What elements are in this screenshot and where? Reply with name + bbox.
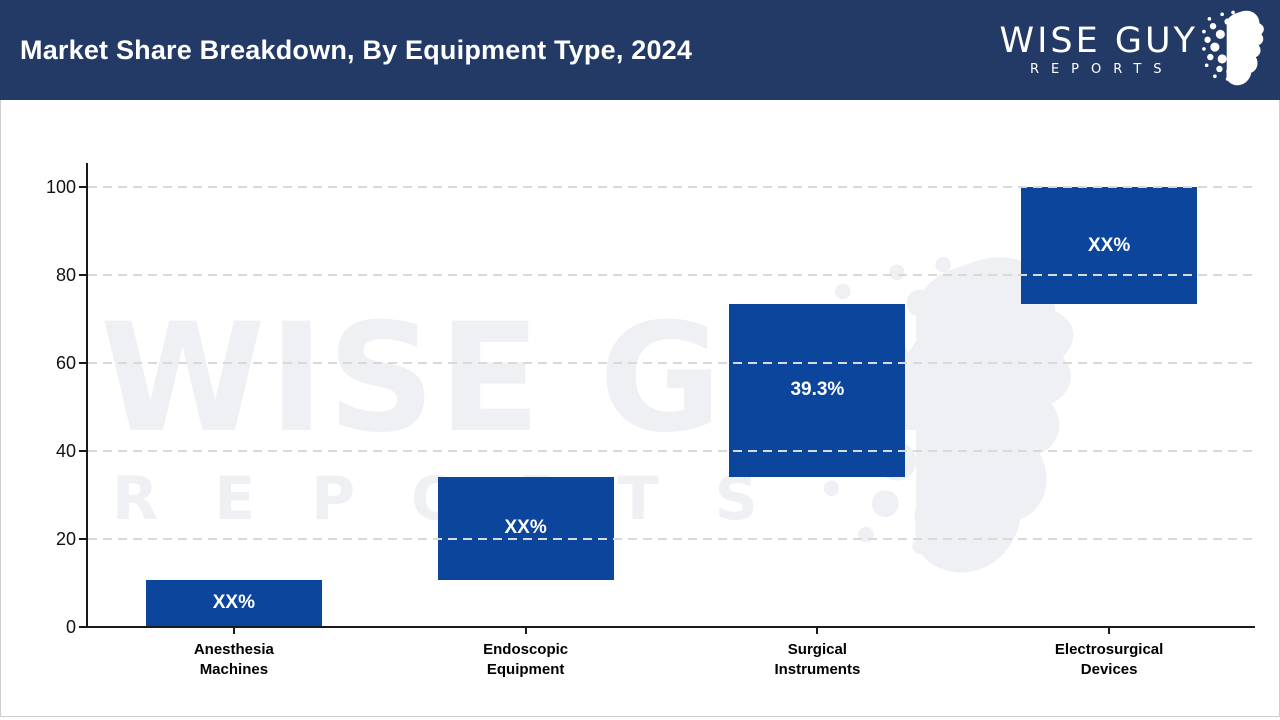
bar-value-label: XX%: [504, 517, 547, 539]
page-bottom-rule: [0, 716, 1280, 717]
x-tick-mark: [524, 627, 527, 634]
y-tick-label: 0: [65, 617, 76, 637]
gridline: [88, 450, 1255, 452]
chart-title: Market Share Breakdown, By Equipment Typ…: [20, 34, 693, 65]
x-tick-mark: [816, 627, 819, 634]
bar-value-label: 39.3%: [790, 379, 845, 401]
y-tick-mark: [79, 362, 86, 364]
bar-value-label: XX%: [212, 592, 255, 614]
gridline: [88, 186, 1255, 188]
bar-value-label: XX%: [1088, 234, 1131, 256]
x-category-label: Electrosurgical Devices: [1054, 641, 1164, 678]
bar-anesthesia-machines: XX%: [145, 579, 322, 627]
bar-endoscopic-equipment: XX%: [437, 476, 614, 580]
y-tick-mark: [79, 274, 86, 276]
x-axis-line: [86, 626, 1255, 628]
y-tick-label: 100: [45, 177, 76, 197]
x-category-label: Endoscopic Equipment: [483, 641, 569, 678]
y-tick-label: 60: [55, 353, 76, 373]
x-tick-mark: [1108, 627, 1111, 634]
x-tick-mark: [232, 627, 235, 634]
y-tick-mark: [79, 538, 86, 540]
gridline: [88, 362, 1255, 364]
y-tick-mark: [79, 626, 86, 628]
gridline: [88, 538, 1255, 540]
bar-electrosurgical-devices: XX%: [1021, 187, 1198, 305]
wise-guy-reports-logo: WISE GUY REPORTS: [999, 7, 1266, 94]
logo-wordmark: WISE GUY: [999, 21, 1198, 61]
x-category-label: Surgical Instruments: [774, 641, 861, 678]
y-tick-label: 20: [55, 529, 76, 549]
gridline: [88, 274, 1255, 276]
page-left-rule: [0, 100, 1, 716]
dotted-head-icon: [1198, 7, 1266, 94]
y-tick-mark: [79, 450, 86, 452]
y-tick-label: 80: [55, 265, 76, 285]
x-category-label: Anesthesia Machines: [193, 641, 274, 678]
y-tick-mark: [79, 186, 86, 188]
logo-subtext: REPORTS: [1029, 62, 1174, 77]
y-axis-line: [86, 163, 88, 628]
header-bar: Market Share Breakdown, By Equipment Typ…: [0, 0, 1280, 100]
y-tick-label: 40: [55, 441, 76, 461]
